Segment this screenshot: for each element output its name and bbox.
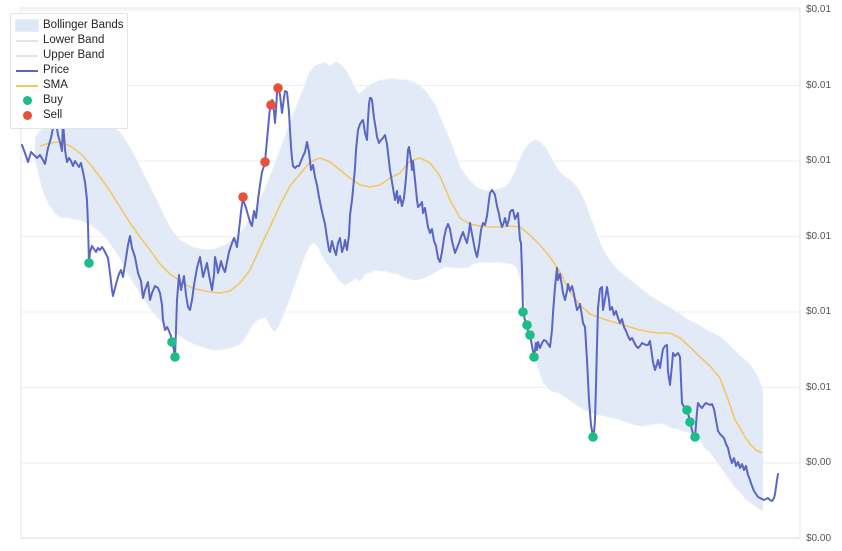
buy-marker xyxy=(522,320,532,330)
buy-marker xyxy=(685,417,695,427)
legend-item-lower-band[interactable]: Lower Band xyxy=(15,33,121,48)
legend-item-bollinger-bands[interactable]: Bollinger Bands xyxy=(15,18,124,33)
y-tick-label: $0.01 xyxy=(806,230,832,242)
legend-label: Lower Band xyxy=(43,34,105,46)
sell-marker xyxy=(260,157,270,167)
y-tick-label: $0.01 xyxy=(806,155,832,166)
y-tick-label: $0.01 xyxy=(806,306,832,317)
legend-item-buy[interactable]: Buy xyxy=(15,93,121,108)
buy-marker xyxy=(518,307,528,317)
buy-marker xyxy=(170,352,180,362)
buy-marker xyxy=(84,258,94,268)
sma-line xyxy=(39,141,763,454)
legend-item-upper-band[interactable]: Upper Band xyxy=(15,48,121,63)
bollinger-band-fill xyxy=(35,62,763,510)
y-tick-label: $0.01 xyxy=(806,4,832,15)
legend-label: Buy xyxy=(43,94,63,106)
y-tick-label: $0.01 xyxy=(806,79,832,91)
buy-marker xyxy=(167,337,177,347)
y-tick-label: $0.00 xyxy=(806,532,832,544)
legend-sma-swatch-icon xyxy=(15,84,39,87)
legend-label: Upper Band xyxy=(43,49,105,61)
legend-upper-band-swatch-icon xyxy=(15,54,39,57)
legend-label: Price xyxy=(43,64,70,76)
plot-border xyxy=(20,7,801,539)
legend-item-price[interactable]: Price xyxy=(15,63,121,78)
legend-buy-swatch-icon xyxy=(15,96,39,105)
buy-marker xyxy=(529,352,539,362)
legend-price-swatch-icon xyxy=(15,69,39,72)
buy-marker xyxy=(525,330,535,340)
legend-label: Sell xyxy=(43,109,63,121)
buy-marker xyxy=(682,405,692,415)
buy-marker xyxy=(588,432,598,442)
upper-band-line xyxy=(34,61,764,393)
y-tick-label: $0.00 xyxy=(806,457,832,468)
legend-sell-swatch-icon xyxy=(15,111,39,120)
legend-lower-band-swatch-icon xyxy=(15,39,39,42)
legend-item-sma[interactable]: SMA xyxy=(15,78,121,93)
lower-band-line xyxy=(34,157,764,511)
y-tick-label: $0.01 xyxy=(806,381,832,393)
legend: Bollinger Bands Lower Band Upper Band Price… xyxy=(10,13,128,129)
legend-label: Bollinger Bands xyxy=(43,19,124,31)
legend-item-sell[interactable]: Sell xyxy=(15,108,121,123)
legend-bollinger-bands-swatch-icon xyxy=(15,19,39,32)
buy-marker xyxy=(690,432,700,442)
sell-marker xyxy=(273,83,283,93)
legend-label: SMA xyxy=(43,79,68,91)
sell-marker xyxy=(266,100,276,110)
sell-marker xyxy=(238,192,248,202)
